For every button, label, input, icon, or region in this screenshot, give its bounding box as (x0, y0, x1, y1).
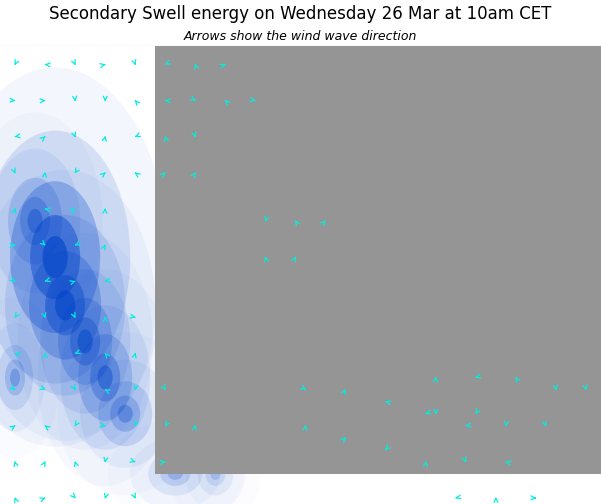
Ellipse shape (240, 191, 251, 203)
Ellipse shape (0, 345, 33, 410)
Ellipse shape (98, 381, 152, 446)
Ellipse shape (90, 353, 120, 402)
Ellipse shape (40, 269, 130, 414)
Ellipse shape (80, 359, 170, 468)
Text: Secondary Swell energy on Wednesday 26 Mar at 10am CET: Secondary Swell energy on Wednesday 26 M… (49, 5, 552, 23)
Ellipse shape (43, 236, 68, 278)
Ellipse shape (0, 324, 45, 432)
Ellipse shape (0, 131, 130, 384)
Ellipse shape (28, 209, 43, 233)
Ellipse shape (78, 334, 132, 421)
Ellipse shape (78, 330, 93, 353)
Ellipse shape (118, 405, 133, 423)
Ellipse shape (160, 462, 191, 486)
Text: Arrows show the wind wave direction: Arrows show the wind wave direction (184, 30, 417, 43)
Ellipse shape (5, 215, 125, 396)
Ellipse shape (188, 235, 224, 279)
Ellipse shape (0, 149, 80, 293)
Ellipse shape (236, 185, 255, 209)
Ellipse shape (29, 251, 101, 359)
Ellipse shape (221, 299, 230, 311)
Ellipse shape (45, 275, 85, 335)
Ellipse shape (197, 452, 233, 495)
Ellipse shape (55, 290, 75, 321)
Ellipse shape (168, 468, 183, 480)
Ellipse shape (195, 245, 215, 269)
Ellipse shape (10, 181, 100, 333)
Ellipse shape (207, 284, 243, 327)
Ellipse shape (206, 462, 225, 486)
Ellipse shape (70, 318, 100, 365)
Ellipse shape (20, 197, 50, 245)
Ellipse shape (200, 251, 210, 263)
Ellipse shape (97, 365, 112, 390)
Ellipse shape (110, 396, 140, 432)
Ellipse shape (10, 368, 20, 387)
Bar (155, 40, 601, 474)
Ellipse shape (8, 177, 62, 264)
Ellipse shape (215, 293, 236, 318)
Ellipse shape (5, 359, 25, 396)
Ellipse shape (30, 215, 80, 299)
Ellipse shape (227, 175, 263, 219)
Ellipse shape (210, 468, 221, 480)
Ellipse shape (58, 298, 112, 385)
Ellipse shape (148, 452, 203, 495)
Ellipse shape (60, 305, 150, 450)
